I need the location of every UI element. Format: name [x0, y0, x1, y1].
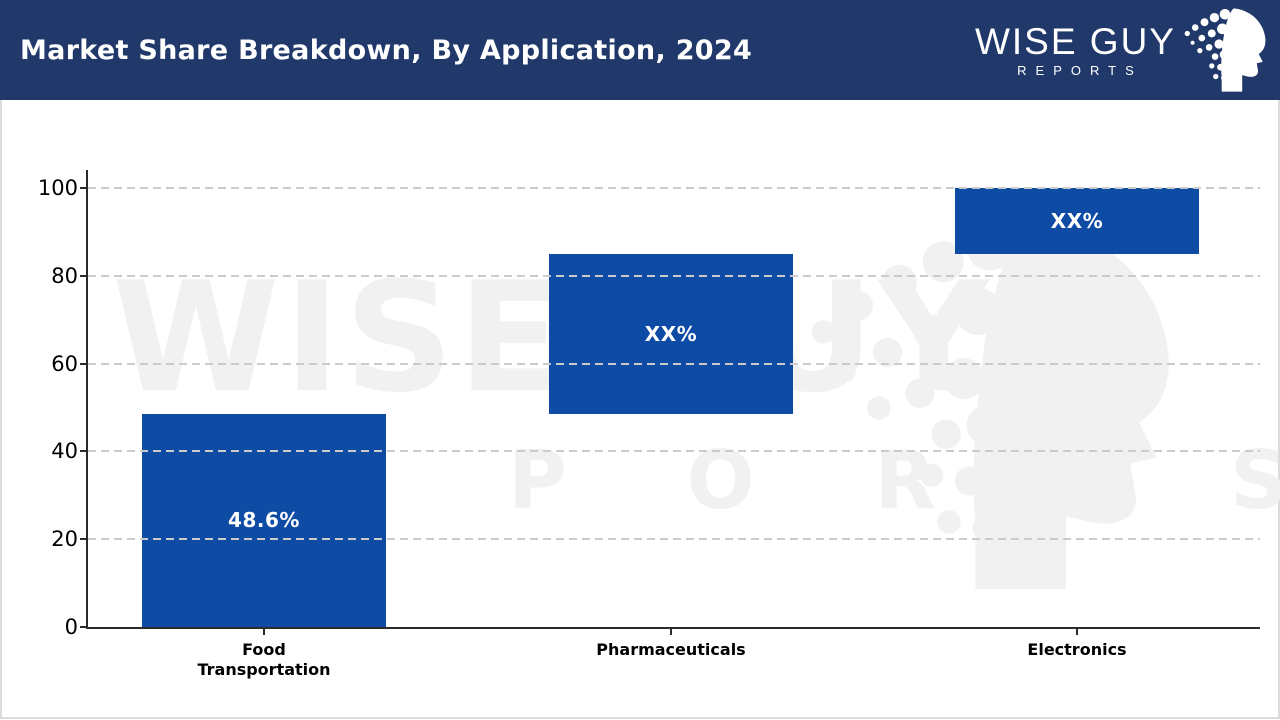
watermark-head-icon [811, 220, 1169, 590]
x-tick-label: Pharmaceuticals [596, 640, 746, 659]
y-tick-mark [80, 626, 88, 628]
x-tick-label: Electronics [1027, 640, 1127, 659]
y-tick-mark [80, 187, 88, 189]
wiseguy-logo: WISE GUY REPORTS [975, 7, 1280, 93]
x-tick-mark [263, 627, 265, 635]
wiseguy-head-icon [1184, 8, 1266, 92]
bar-value-label: XX% [1050, 208, 1104, 233]
x-tick-mark [1076, 627, 1078, 635]
gridline [88, 187, 1260, 189]
y-tick-mark [80, 362, 88, 365]
x-tick-label: Food Transportation [197, 640, 331, 679]
y-tick-label: 80 [51, 263, 78, 288]
y-tick-mark [80, 538, 88, 541]
y-tick-label: 40 [51, 439, 78, 464]
page-title: Market Share Breakdown, By Application, … [20, 34, 753, 66]
x-axis-spine [86, 627, 1260, 629]
y-tick-mark [80, 450, 88, 453]
wiseguy-logo-text: WISE GUY REPORTS [974, 20, 1176, 78]
logo-wordmark: WISE GUY [974, 20, 1176, 62]
bar-value-label: 48.6% [228, 508, 300, 533]
y-tick-mark [80, 274, 88, 277]
gridline [88, 538, 1260, 541]
y-tick-label: 0 [64, 615, 78, 639]
gridline [88, 362, 1260, 365]
bar-segment: XX% [955, 188, 1199, 254]
bar-segment: XX% [549, 253, 793, 414]
gridline [88, 450, 1260, 453]
header-bar: Market Share Breakdown, By Application, … [0, 0, 1280, 100]
x-tick-mark [670, 627, 672, 635]
bar-segment: 48.6% [142, 413, 386, 627]
y-tick-label: 100 [37, 176, 78, 200]
y-tick-label: 60 [51, 351, 78, 376]
gridline [88, 274, 1260, 277]
y-tick-label: 20 [51, 527, 78, 552]
bar-value-label: XX% [644, 321, 698, 346]
y-axis-spine [86, 170, 88, 629]
logo-subtitle: REPORTS [1017, 62, 1143, 78]
